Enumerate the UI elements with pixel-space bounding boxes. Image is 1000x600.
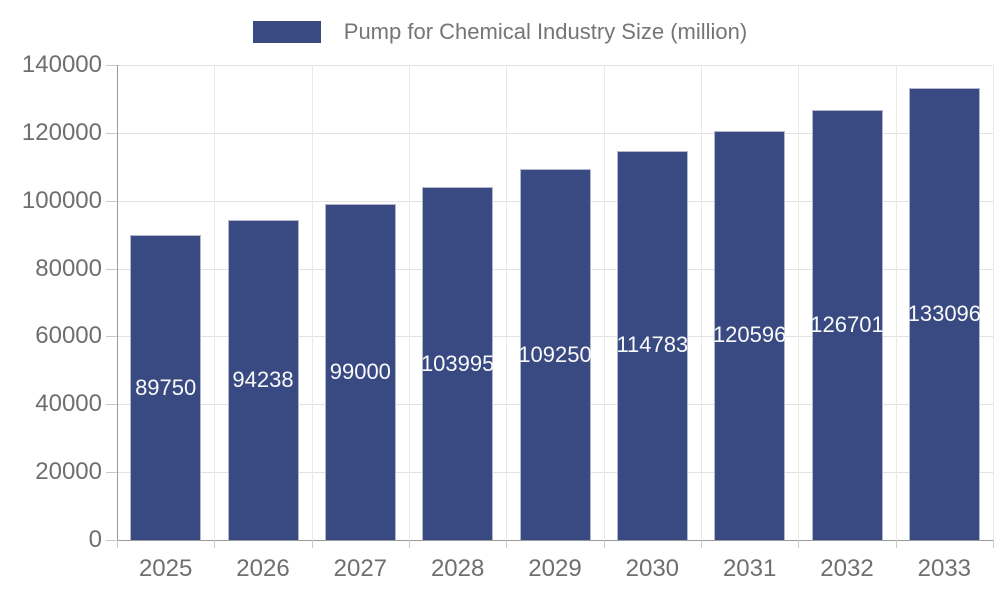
x-tick-mark	[214, 540, 216, 548]
x-tick-mark	[311, 540, 313, 548]
x-gridline	[798, 65, 800, 540]
legend-label: Pump for Chemical Industry Size (million…	[343, 19, 748, 44]
x-tick-label: 2028	[430, 555, 485, 582]
bar	[519, 169, 591, 540]
bar-value-label: 103995	[420, 350, 495, 376]
bar	[324, 204, 396, 540]
x-gridline	[409, 65, 410, 540]
x-gridline	[603, 65, 605, 540]
y-tick-mark	[106, 540, 117, 541]
y-gridline	[117, 132, 993, 134]
y-tick-mark	[106, 336, 117, 338]
bar	[908, 88, 980, 540]
bar-value-label: 133096	[907, 301, 982, 327]
x-tick-label: 2030	[625, 555, 680, 582]
y-tick-label: 120000	[21, 118, 102, 146]
bar	[811, 110, 883, 540]
bar	[130, 235, 202, 540]
legend-swatch	[252, 21, 321, 43]
bar-value-label: 114783	[616, 332, 689, 358]
bar	[714, 130, 786, 540]
x-tick-mark	[701, 540, 702, 548]
x-axis-line	[117, 540, 993, 541]
y-tick-mark	[106, 132, 117, 134]
y-tick-mark	[106, 65, 117, 66]
bar	[422, 187, 494, 540]
y-tick-label: 40000	[35, 390, 102, 418]
x-gridline	[311, 65, 313, 540]
bar-value-label: 89750	[135, 374, 197, 400]
y-gridline	[117, 65, 993, 66]
x-gridline	[701, 65, 702, 540]
bar	[227, 220, 299, 540]
y-axis-line	[117, 65, 118, 540]
bar-value-label: 94238	[232, 367, 294, 393]
x-gridline	[993, 65, 994, 540]
y-tick-label: 80000	[35, 254, 102, 282]
x-tick-mark	[603, 540, 605, 548]
bar-value-label: 120596	[712, 322, 787, 348]
x-tick-mark	[895, 540, 897, 548]
legend: Pump for Chemical Industry Size (million…	[0, 19, 1000, 45]
bar-value-label: 109250	[518, 341, 592, 367]
x-gridline	[895, 65, 897, 540]
y-tick-mark	[106, 472, 117, 474]
x-tick-mark	[798, 540, 800, 548]
x-tick-label: 2033	[917, 555, 972, 582]
y-tick-label: 20000	[35, 458, 102, 486]
x-tick-mark	[409, 540, 410, 548]
x-tick-label: 2027	[333, 555, 388, 582]
x-gridline	[506, 65, 508, 540]
y-tick-mark	[106, 404, 117, 406]
x-tick-mark	[117, 540, 118, 548]
x-tick-label: 2031	[722, 555, 777, 582]
x-tick-mark	[993, 540, 994, 548]
x-tick-label: 2032	[820, 555, 874, 582]
y-tick-label: 60000	[35, 322, 102, 350]
x-gridline	[214, 65, 216, 540]
y-tick-mark	[106, 200, 117, 202]
y-tick-label: 0	[88, 526, 102, 553]
y-tick-mark	[106, 268, 117, 270]
y-tick-label: 100000	[21, 186, 102, 214]
x-tick-label: 2025	[138, 555, 193, 582]
bar-value-label: 126701	[810, 312, 884, 338]
bar-value-label: 99000	[329, 359, 391, 385]
x-tick-label: 2029	[528, 555, 582, 582]
y-tick-label: 140000	[21, 51, 102, 78]
x-tick-mark	[506, 540, 508, 548]
x-tick-label: 2026	[236, 555, 290, 582]
bar	[616, 150, 688, 540]
